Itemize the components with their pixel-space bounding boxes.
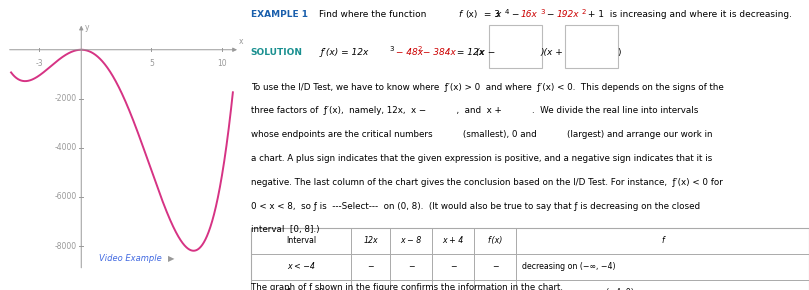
Text: 16x: 16x (521, 10, 538, 19)
Text: = 3: = 3 (481, 10, 500, 19)
Text: ▶: ▶ (168, 254, 175, 263)
Text: f′(x): f′(x) (487, 236, 502, 245)
Text: interval  [0, 8].): interval [0, 8].) (251, 225, 320, 234)
Text: To use the I/D Test, we have to know where  ƒ′(x) > 0  and where  ƒ′(x) < 0.  Th: To use the I/D Test, we have to know whe… (251, 83, 723, 92)
Text: 3: 3 (389, 46, 394, 52)
Text: f: f (459, 10, 462, 19)
Text: (x): (x) (466, 10, 478, 19)
Text: The graph of f shown in the figure confirms the information in the chart.: The graph of f shown in the figure confi… (251, 283, 563, 290)
Text: = 12x: = 12x (454, 48, 484, 57)
Text: −: − (544, 10, 557, 19)
Text: −: − (509, 10, 523, 19)
Text: ƒ′(x) = 12x: ƒ′(x) = 12x (315, 48, 368, 57)
Text: 5: 5 (149, 59, 154, 68)
Text: SOLUTION: SOLUTION (251, 48, 303, 57)
Text: f: f (661, 236, 664, 245)
FancyBboxPatch shape (565, 25, 618, 68)
Text: on (−4, 0): on (−4, 0) (594, 288, 633, 290)
Text: -2000: -2000 (55, 94, 77, 103)
Text: −: − (408, 288, 414, 290)
Text: y: y (85, 23, 89, 32)
Text: )(x +: )(x + (541, 48, 564, 57)
Text: x − 8: x − 8 (400, 236, 422, 245)
Text: −: − (367, 262, 374, 271)
Text: three factors of  ƒ′(x),  namely, 12x,  x −           ,  and  x +           .  W: three factors of ƒ′(x), namely, 12x, x −… (251, 106, 698, 115)
Text: x < −4: x < −4 (287, 262, 315, 271)
Text: -8000: -8000 (55, 242, 77, 251)
Text: whose endpoints are the critical numbers           (smallest), 0 and           (: whose endpoints are the critical numbers… (251, 130, 712, 139)
Text: Video Example: Video Example (99, 254, 162, 263)
Bar (251, 228, 809, 290)
Text: 2: 2 (417, 46, 421, 52)
Text: EXAMPLE 1: EXAMPLE 1 (251, 10, 307, 19)
Text: a chart. A plus sign indicates that the given expression is positive, and a nega: a chart. A plus sign indicates that the … (251, 154, 712, 163)
Text: x: x (495, 10, 501, 19)
Text: Find where the function: Find where the function (320, 10, 433, 19)
Text: 10: 10 (217, 59, 227, 68)
Text: −: − (367, 288, 374, 290)
Text: +: + (450, 288, 456, 290)
Text: x + 4: x + 4 (443, 236, 464, 245)
Text: 3: 3 (540, 9, 545, 15)
Text: ): ) (617, 48, 621, 57)
Text: -3: -3 (36, 59, 43, 68)
Text: + 1  is increasing and where it is decreasing.: + 1 is increasing and where it is decrea… (585, 10, 792, 19)
Text: 192x: 192x (556, 10, 578, 19)
Text: −: − (408, 262, 414, 271)
Text: -6000: -6000 (55, 193, 77, 202)
Text: Interval: Interval (286, 236, 316, 245)
Text: (x −: (x − (477, 48, 496, 57)
Text: negative. The last column of the chart gives the conclusion based on the I/D Tes: negative. The last column of the chart g… (251, 178, 722, 187)
Text: − 48x: − 48x (392, 48, 422, 57)
Text: x: x (239, 37, 243, 46)
Text: 2: 2 (581, 9, 586, 15)
Text: 12x: 12x (363, 236, 378, 245)
Text: -4000: -4000 (55, 143, 77, 153)
Text: +: + (492, 288, 498, 290)
Text: decreasing on (−∞, −4): decreasing on (−∞, −4) (522, 262, 615, 271)
Text: − 384x: − 384x (421, 48, 456, 57)
Text: 4: 4 (505, 9, 509, 15)
Text: −: − (450, 262, 456, 271)
Text: −: − (492, 262, 498, 271)
Text: −4 < x < 0: −4 < x < 0 (279, 288, 324, 290)
FancyBboxPatch shape (489, 25, 542, 68)
Text: 0 < x < 8,  so ƒ is  ---Select---  on (0, 8).  (It would also be true to say tha: 0 < x < 8, so ƒ is ---Select--- on (0, 8… (251, 202, 700, 211)
